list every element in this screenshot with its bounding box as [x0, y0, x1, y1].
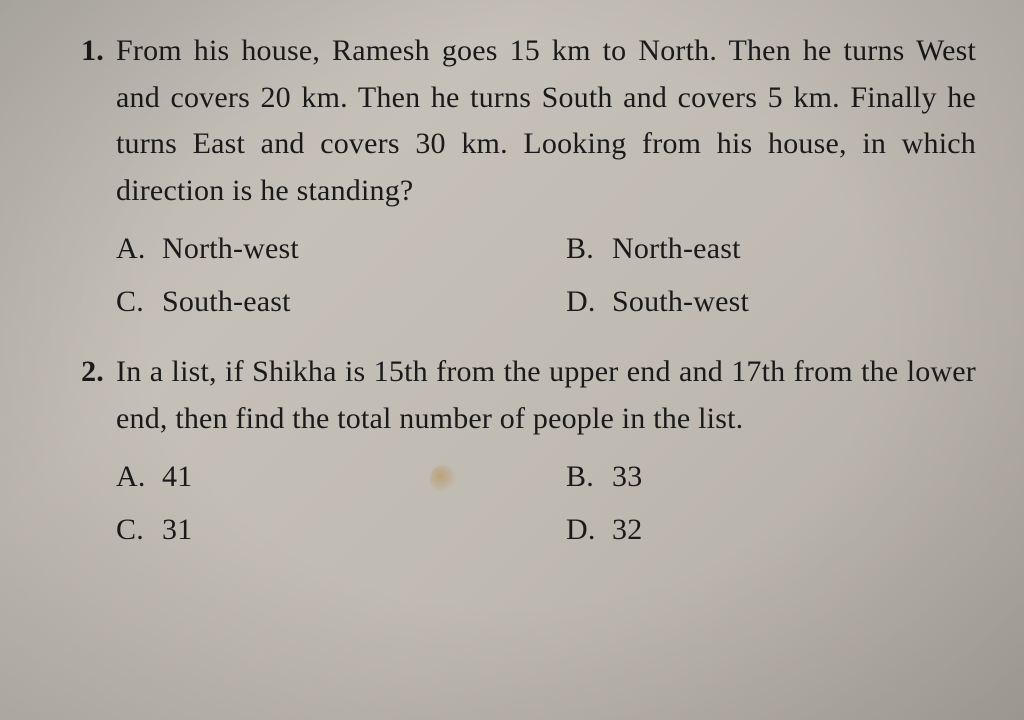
- option-text: 32: [612, 507, 976, 554]
- option-c: C. South-east: [116, 279, 526, 326]
- option-b: B. North-east: [566, 226, 976, 273]
- option-text: 41: [162, 454, 526, 501]
- option-letter: D.: [566, 507, 612, 554]
- option-d: D. 32: [566, 507, 976, 554]
- option-letter: D.: [566, 279, 612, 326]
- option-d: D. South-west: [566, 279, 976, 326]
- question-1: 1. From his house, Ramesh goes 15 km to …: [60, 28, 976, 214]
- option-a: A. 41: [116, 454, 526, 501]
- option-text: North-east: [612, 226, 976, 273]
- option-a: A. North-west: [116, 226, 526, 273]
- question-text: In a list, if Shikha is 15th from the up…: [116, 349, 976, 442]
- option-text: South-west: [612, 279, 976, 326]
- option-b: B. 33: [566, 454, 976, 501]
- option-letter: B.: [566, 226, 612, 273]
- option-letter: C.: [116, 507, 162, 554]
- option-text: South-east: [162, 279, 526, 326]
- question-1-options: A. North-west B. North-east C. South-eas…: [116, 226, 976, 325]
- exam-page: 1. From his house, Ramesh goes 15 km to …: [0, 0, 1024, 605]
- option-letter: B.: [566, 454, 612, 501]
- option-letter: A.: [116, 226, 162, 273]
- question-2-options: A. 41 B. 33 C. 31 D. 32: [116, 454, 976, 553]
- option-text: 33: [612, 454, 976, 501]
- option-text: North-west: [162, 226, 526, 273]
- option-letter: C.: [116, 279, 162, 326]
- question-text: From his house, Ramesh goes 15 km to Nor…: [116, 28, 976, 214]
- question-number: 2.: [60, 349, 116, 442]
- option-text: 31: [162, 507, 526, 554]
- question-number: 1.: [60, 28, 116, 214]
- option-c: C. 31: [116, 507, 526, 554]
- question-2: 2. In a list, if Shikha is 15th from the…: [60, 349, 976, 442]
- option-letter: A.: [116, 454, 162, 501]
